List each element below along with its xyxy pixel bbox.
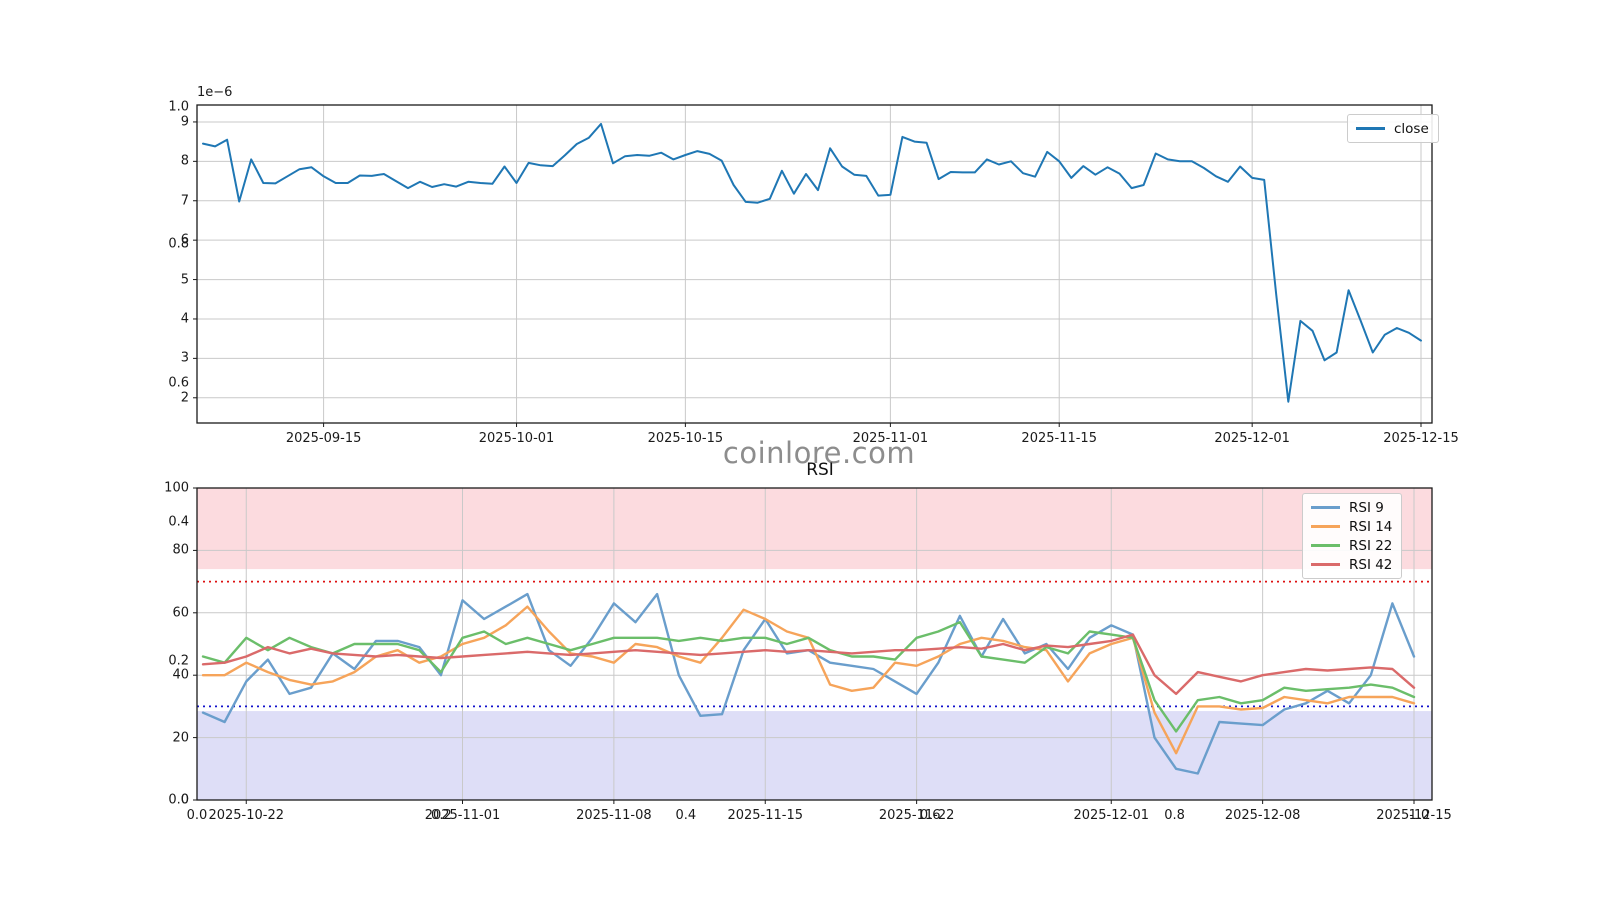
y-tick-label: 7 [180,193,189,209]
legend-label-rsi14: RSI 14 [1349,518,1393,535]
overlay-x-tick-label: 0.2 [431,808,452,823]
y-tick-label: 4 [180,311,189,327]
rsi14-line-swatch [1311,525,1340,528]
legend-item-rsi9: RSI 9 [1311,498,1392,517]
y-tick-label: 8 [180,153,189,169]
rsi42-line-swatch [1311,563,1340,566]
y-tick-label: 2 [180,390,189,406]
rsi22-line-swatch [1311,544,1340,547]
x-tick-label: 2025-12-15 [1376,808,1452,823]
overlay-x-tick-label: 0.6 [919,808,941,823]
x-tick-label: 2025-11-22 [878,808,955,823]
y-tick-label: 5 [180,272,189,288]
x-tick-label: 2025-09-15 [285,431,362,446]
overlay-x-tick-label: 0.8 [1164,808,1185,823]
y-axis-offset-label: 1e−6 [197,85,233,100]
x-tick-label: 2025-11-15 [1021,431,1097,446]
rsi9-line-swatch [1311,506,1340,509]
x-tick-label: 2025-12-15 [1383,431,1459,446]
legend-item-rsi42: RSI 42 [1311,555,1392,574]
rsi-legend: RSI 9 RSI 14 RSI 22 RSI 42 [1302,493,1403,579]
y-tick-label: 6 [180,232,189,248]
overlay-x-tick-label: 0.0 [186,808,208,823]
y-tick-label: 100 [164,480,189,496]
overlay-y-tick-label: 0.6 [168,375,189,391]
y-tick-label: 0 [180,792,189,808]
price-legend: close [1347,114,1439,143]
overlay-x-tick-label: 0.4 [675,808,697,823]
x-tick-label: 2025-12-01 [1073,808,1150,823]
y-tick-label: 20 [172,730,189,746]
x-tick-label: 2025-10-15 [647,431,724,446]
legend-label-rsi42: RSI 42 [1349,556,1393,573]
overlay-y-tick-label: 1.0 [168,99,189,115]
x-tick-label: 2025-11-01 [424,808,501,823]
legend-item-rsi14: RSI 14 [1311,517,1392,536]
y-tick-label: 9 [180,114,189,130]
overlay-y-tick-label: 0.4 [168,514,189,530]
y-tick-label: 40 [172,667,189,683]
x-tick-label: 2025-12-08 [1224,808,1301,823]
overlay-y-tick-label: 0.8 [168,236,189,252]
y-tick-label: 3 [180,350,189,366]
legend-label-close: close [1394,120,1429,137]
x-tick-label: 2025-12-01 [1214,431,1290,446]
x-tick-label: 2025-10-01 [478,431,555,446]
y-tick-label: 80 [172,542,189,558]
close-line-swatch [1356,127,1385,130]
y-tick-label: 60 [172,605,189,621]
legend-item-rsi22: RSI 22 [1311,536,1392,555]
x-tick-label: 2025-11-15 [727,808,804,823]
overlay-x-tick-label: 1.0 [1408,808,1430,823]
legend-label-rsi22: RSI 22 [1349,537,1393,554]
x-tick-label: 2025-11-01 [852,431,929,446]
legend-label-rsi9: RSI 9 [1349,499,1384,516]
legend-item-close: close [1356,119,1429,138]
x-tick-label: 2025-11-08 [576,808,652,823]
overlay-y-tick-label: 0.2 [168,653,189,669]
x-tick-label: 2025-10-22 [208,808,285,823]
watermark: coinlore.com [722,436,916,470]
overlay-y-tick-label: 0.0 [168,792,189,808]
rsi-chart-title: RSI [806,460,834,480]
